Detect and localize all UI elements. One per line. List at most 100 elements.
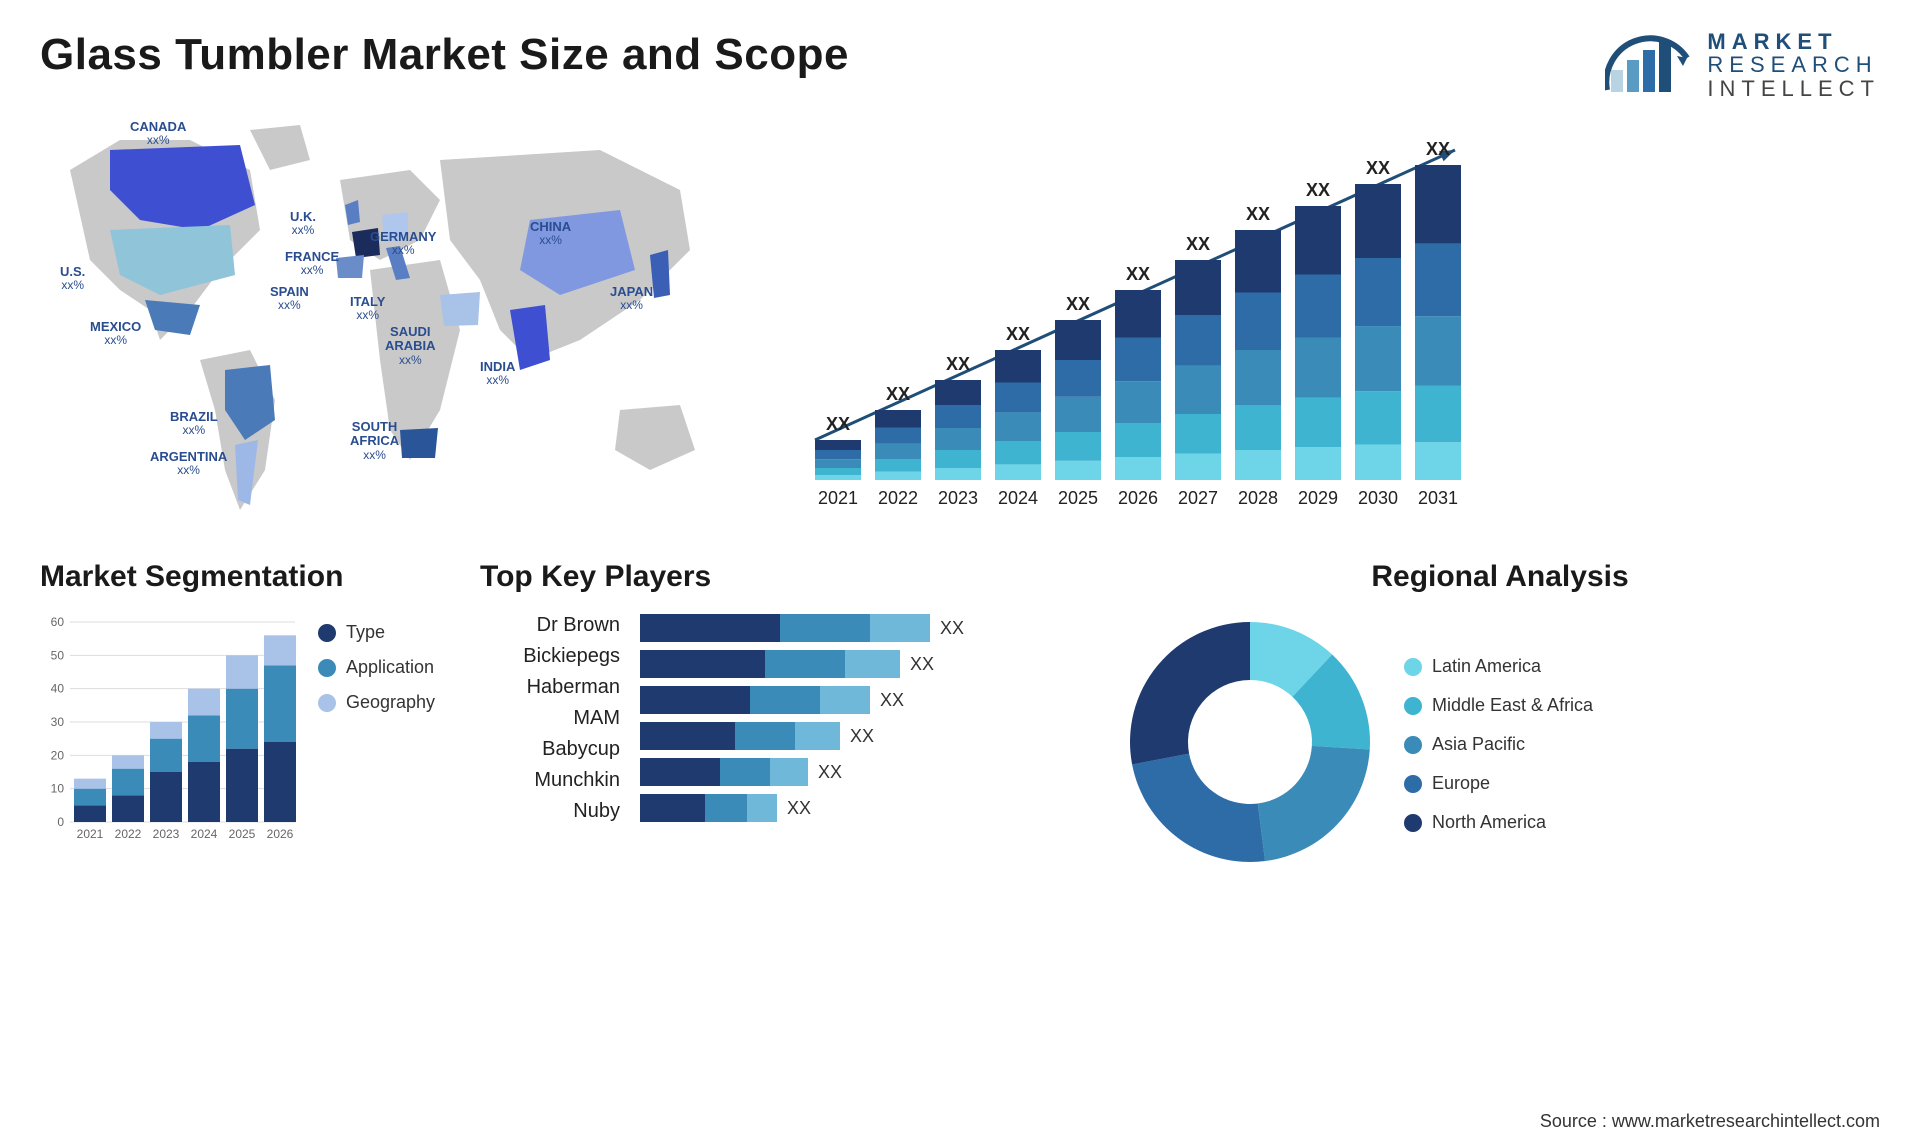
legend-label: Type [346, 622, 385, 643]
key-players-title: Top Key Players [480, 560, 1100, 594]
player-bar-segment [750, 686, 820, 714]
map-label: SPAINxx% [270, 285, 309, 312]
svg-text:2026: 2026 [1118, 488, 1158, 508]
players-area: Dr BrownBickiepegsHabermanMAMBabycupMunc… [480, 612, 1100, 823]
page-title: Glass Tumbler Market Size and Scope [40, 30, 849, 80]
player-bar-segment [795, 722, 840, 750]
map-label: INDIAxx% [480, 360, 515, 387]
player-bar [640, 650, 900, 678]
player-bar-segment [820, 686, 870, 714]
svg-text:2021: 2021 [77, 827, 104, 841]
svg-text:XX: XX [1246, 204, 1270, 224]
map-label: SOUTHAFRICAxx% [350, 420, 399, 462]
svg-text:60: 60 [51, 615, 65, 629]
player-bar-segment [765, 650, 845, 678]
regional-area: Latin AmericaMiddle East & AfricaAsia Pa… [1120, 612, 1880, 877]
header: Glass Tumbler Market Size and Scope MARK… [40, 30, 1880, 100]
map-label: CHINAxx% [530, 220, 571, 247]
player-name: Bickiepegs [480, 645, 620, 668]
legend-item: North America [1404, 812, 1593, 833]
player-bar-value: XX [850, 726, 874, 747]
player-name: Munchkin [480, 769, 620, 792]
legend-label: Geography [346, 692, 435, 713]
svg-text:2022: 2022 [878, 488, 918, 508]
svg-text:10: 10 [51, 782, 65, 796]
page-root: Glass Tumbler Market Size and Scope MARK… [0, 0, 1920, 1146]
donut-legend: Latin AmericaMiddle East & AfricaAsia Pa… [1404, 656, 1593, 833]
legend-item: Asia Pacific [1404, 734, 1593, 755]
map-label: MEXICOxx% [90, 320, 141, 347]
player-bar-segment [780, 614, 870, 642]
player-bar [640, 722, 840, 750]
map-label: FRANCExx% [285, 250, 339, 277]
player-bar-segment [640, 614, 780, 642]
segmentation-svg: 0102030405060202120222023202420252026 [40, 612, 300, 852]
legend-swatch-icon [1404, 658, 1422, 676]
logo: MARKET RESEARCH INTELLECT [1605, 30, 1880, 100]
legend-item: Europe [1404, 773, 1593, 794]
svg-text:2030: 2030 [1358, 488, 1398, 508]
segmentation-title: Market Segmentation [40, 560, 460, 594]
player-name: MAM [480, 707, 620, 730]
map-label: GERMANYxx% [370, 230, 436, 257]
svg-text:2022: 2022 [115, 827, 142, 841]
svg-text:2031: 2031 [1418, 488, 1458, 508]
svg-text:XX: XX [1186, 234, 1210, 254]
regional-title: Regional Analysis [1120, 560, 1880, 594]
segmentation-legend: Type Application Geography [318, 622, 435, 852]
legend-swatch-icon [1404, 775, 1422, 793]
svg-text:2025: 2025 [1058, 488, 1098, 508]
svg-text:2027: 2027 [1178, 488, 1218, 508]
player-bar-segment [705, 794, 747, 822]
regional-section: Regional Analysis Latin AmericaMiddle Ea… [1120, 560, 1880, 877]
svg-text:2029: 2029 [1298, 488, 1338, 508]
player-bar-segment [845, 650, 900, 678]
legend-label: Asia Pacific [1432, 734, 1525, 755]
svg-text:XX: XX [946, 354, 970, 374]
legend-label: Europe [1432, 773, 1490, 794]
legend-item: Geography [318, 692, 435, 713]
legend-swatch-icon [318, 694, 336, 712]
players-bars: XXXXXXXXXXXX [640, 612, 1100, 823]
player-bar [640, 686, 870, 714]
map-label: ARGENTINAxx% [150, 450, 227, 477]
player-bar-segment [747, 794, 777, 822]
legend-swatch-icon [318, 659, 336, 677]
player-bar-row: XX [640, 722, 1100, 750]
svg-text:2026: 2026 [267, 827, 294, 841]
svg-text:0: 0 [57, 815, 64, 829]
svg-text:2021: 2021 [818, 488, 858, 508]
logo-text: MARKET RESEARCH INTELLECT [1707, 30, 1880, 99]
logo-mark-icon [1605, 30, 1695, 100]
player-bar [640, 614, 930, 642]
svg-text:2028: 2028 [1238, 488, 1278, 508]
svg-text:XX: XX [1126, 264, 1150, 284]
player-bar-row: XX [640, 758, 1100, 786]
segmentation-area: 0102030405060202120222023202420252026 Ty… [40, 612, 460, 852]
legend-item: Middle East & Africa [1404, 695, 1593, 716]
source-text: Source : www.marketresearchintellect.com [1540, 1111, 1880, 1132]
map-label: BRAZILxx% [170, 410, 218, 437]
legend-label: Middle East & Africa [1432, 695, 1593, 716]
map-label: U.S.xx% [60, 265, 85, 292]
svg-text:XX: XX [1426, 139, 1450, 159]
player-bar-segment [640, 794, 705, 822]
logo-line1: MARKET [1707, 30, 1880, 53]
player-bar-value: XX [787, 798, 811, 819]
growth-chart: XX2021XX2022XX2023XX2024XX2025XX2026XX20… [750, 110, 1880, 530]
player-bar-row: XX [640, 650, 1100, 678]
legend-swatch-icon [1404, 697, 1422, 715]
player-bar-row: XX [640, 794, 1100, 822]
donut-wrap [1120, 612, 1380, 877]
legend-label: Application [346, 657, 434, 678]
svg-text:XX: XX [886, 384, 910, 404]
legend-item: Type [318, 622, 435, 643]
growth-chart-svg: XX2021XX2022XX2023XX2024XX2025XX2026XX20… [750, 110, 1880, 530]
logo-line3: INTELLECT [1707, 77, 1880, 100]
svg-text:20: 20 [51, 748, 65, 762]
svg-text:50: 50 [51, 648, 65, 662]
player-bar-segment [770, 758, 808, 786]
player-name: Dr Brown [480, 614, 620, 637]
legend-swatch-icon [1404, 814, 1422, 832]
svg-text:XX: XX [1366, 158, 1390, 178]
